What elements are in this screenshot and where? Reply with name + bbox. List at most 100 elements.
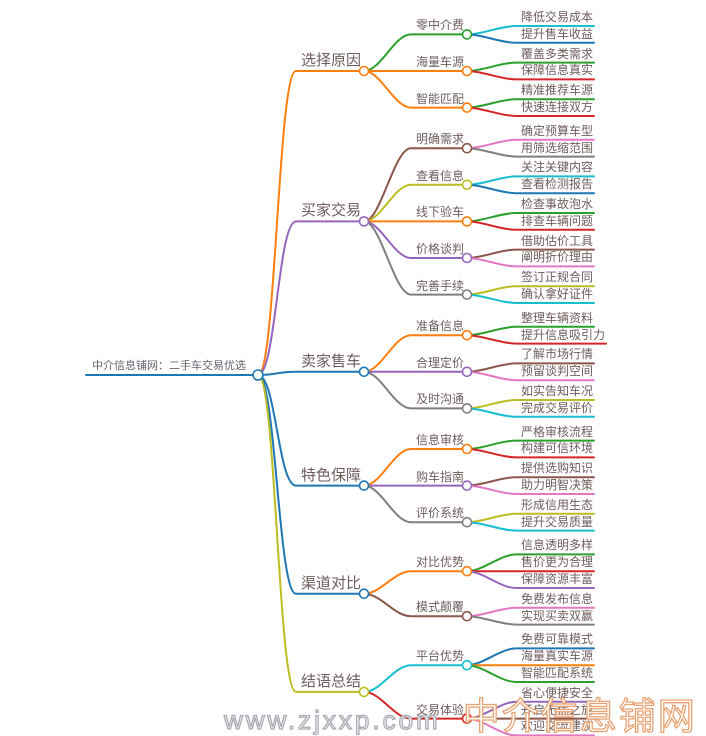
leaf-topic-label[interactable]: 用筛选缩范围: [521, 140, 594, 155]
leaf-topic-label[interactable]: 检查事故泡水: [521, 197, 594, 211]
leaf-topic-label[interactable]: 保障资源丰富: [521, 572, 594, 586]
root-topic-label[interactable]: 中介信息铺网：二手车交易优选: [92, 360, 246, 372]
branch-topic-label[interactable]: 特色保障: [301, 466, 362, 484]
node-connector-dot[interactable]: [358, 588, 370, 600]
node-connector-dot[interactable]: [461, 516, 473, 528]
mindmap-link: [363, 33, 463, 72]
mindmap-link: [257, 374, 360, 693]
subtopic-label[interactable]: 购车指南: [416, 469, 465, 484]
mindmap-link: [363, 70, 463, 109]
branch-topic-label[interactable]: 卖家售车: [301, 352, 362, 370]
mindmap-link: [363, 183, 463, 223]
node-connector-dot[interactable]: [461, 102, 473, 113]
leaf-topic-label[interactable]: 省心便捷安全: [521, 685, 594, 700]
mindmap-link: [363, 370, 463, 410]
leaf-topic-label[interactable]: 提供选购知识: [521, 461, 594, 476]
node-connector-dot[interactable]: [461, 443, 473, 455]
subtopic-label[interactable]: 模式颠覆: [416, 600, 465, 615]
mindmap-link: [363, 448, 463, 487]
branch-topic-label[interactable]: 选择原因: [301, 52, 362, 69]
leaf-topic-label[interactable]: 降低交易成本: [521, 10, 594, 24]
leaf-topic-label[interactable]: 完成交易评价: [521, 400, 594, 415]
subtopic-label[interactable]: 准备信息: [416, 319, 465, 334]
subtopic-label[interactable]: 线下验车: [416, 205, 465, 220]
leaf-topic-label[interactable]: 保障信息真实: [521, 63, 594, 78]
leaf-topic-label[interactable]: 确定预算车型: [521, 123, 594, 138]
node-connector-dot[interactable]: [461, 289, 473, 300]
node-connector-dot[interactable]: [461, 142, 473, 154]
node-connector-dot[interactable]: [461, 480, 473, 491]
node-connector-dot[interactable]: [358, 686, 370, 698]
subtopic-label[interactable]: 信息审核: [416, 433, 465, 447]
node-connector-dot[interactable]: [461, 713, 473, 724]
leaf-topic-label[interactable]: 如实告知车况: [521, 384, 594, 398]
leaf-topic-label[interactable]: 提升信息吸引力: [521, 327, 606, 342]
leaf-topic-label[interactable]: 阐明折价理由: [521, 250, 594, 265]
node-connector-dot[interactable]: [461, 403, 473, 414]
leaf-topic-label[interactable]: 免费发布信息: [521, 591, 594, 606]
leaf-topic-label[interactable]: 售价更为合理: [521, 555, 594, 570]
mindmap-link: [257, 374, 360, 487]
mindmap-link: [257, 70, 360, 376]
leaf-topic-label[interactable]: 签订正规合同: [521, 270, 594, 285]
leaf-topic-label[interactable]: 欢迎交流建议: [521, 719, 594, 734]
subtopic-label[interactable]: 零中介费: [416, 18, 465, 33]
leaf-topic-label[interactable]: 排查车辆问题: [521, 213, 594, 228]
subtopic-label[interactable]: 完善手续: [416, 278, 465, 293]
subtopic-label[interactable]: 合理定价: [416, 355, 465, 370]
leaf-topic-label[interactable]: 信息透明多样: [521, 538, 594, 553]
leaf-topic-label[interactable]: 查看检测报告: [521, 177, 594, 192]
leaf-topic-label[interactable]: 免费可靠模式: [521, 632, 594, 647]
node-connector-dot[interactable]: [461, 565, 473, 577]
leaf-topic-label[interactable]: 形成信用生态: [521, 497, 594, 512]
leaf-topic-label[interactable]: 提升售车收益: [521, 26, 594, 41]
subtopic-label[interactable]: 海量车源: [416, 55, 465, 69]
subtopic-label[interactable]: 平台优势: [416, 649, 465, 664]
node-connector-dot[interactable]: [252, 369, 264, 381]
leaf-topic-label[interactable]: 助力明智决策: [521, 478, 594, 492]
node-connector-dot[interactable]: [461, 659, 473, 671]
leaf-topic-label[interactable]: 精准推荐车源: [521, 83, 594, 98]
node-connector-dot[interactable]: [358, 480, 370, 491]
node-connector-dot[interactable]: [461, 216, 473, 227]
subtopic-label[interactable]: 及时沟通: [416, 392, 465, 407]
leaf-topic-label[interactable]: 了解市场行情: [521, 347, 594, 362]
branch-topic-label[interactable]: 结语总结: [301, 672, 362, 690]
leaf-topic-label[interactable]: 预留谈判空间: [521, 364, 594, 379]
subtopic-label[interactable]: 明确需求: [416, 132, 465, 147]
leaf-topic-label[interactable]: 开启无忧之旅: [521, 702, 594, 717]
leaf-topic-label[interactable]: 实现买卖双赢: [521, 608, 594, 623]
subtopic-label[interactable]: 对比优势: [416, 555, 465, 570]
branch-topic-label[interactable]: 买家交易: [301, 202, 362, 220]
mindmap-link: [363, 220, 463, 259]
node-connector-dot[interactable]: [461, 366, 473, 378]
node-connector-dot[interactable]: [461, 329, 473, 341]
leaf-topic-label[interactable]: 构建可信环境: [521, 441, 594, 456]
node-connector-dot[interactable]: [461, 29, 473, 40]
subtopic-label[interactable]: 查看信息: [416, 168, 465, 183]
leaf-topic-label[interactable]: 严格审核流程: [521, 424, 594, 439]
leaf-topic-label[interactable]: 快速连接双方: [521, 100, 594, 114]
leaf-topic-label[interactable]: 确认拿好证件: [521, 287, 594, 301]
node-connector-dot[interactable]: [461, 65, 473, 77]
leaf-topic-label[interactable]: 海量真实车源: [521, 649, 594, 664]
node-connector-dot[interactable]: [358, 366, 370, 378]
subtopic-label[interactable]: 智能匹配: [416, 91, 465, 106]
branch-topic-label[interactable]: 渠道对比: [301, 574, 362, 592]
subtopic-label[interactable]: 价格谈判: [416, 242, 465, 256]
subtopic-label[interactable]: 交易体验: [416, 702, 465, 717]
leaf-topic-label[interactable]: 覆盖多类需求: [521, 46, 594, 61]
node-connector-dot[interactable]: [358, 216, 370, 227]
leaf-topic-label[interactable]: 借助估价工具: [521, 233, 594, 248]
leaf-topic-label[interactable]: 提升交易质量: [521, 514, 594, 529]
subtopic-label[interactable]: 评价系统: [416, 506, 465, 521]
node-connector-dot[interactable]: [461, 252, 473, 264]
leaf-topic-label[interactable]: 智能匹配系统: [521, 666, 594, 680]
leaf-topic-label[interactable]: 关注关键内容: [521, 160, 594, 175]
node-connector-dot[interactable]: [461, 179, 473, 191]
node-connector-dot[interactable]: [461, 610, 473, 622]
leaf-topic-label[interactable]: 整理车辆资料: [521, 310, 594, 325]
node-connector-dot[interactable]: [358, 65, 370, 77]
